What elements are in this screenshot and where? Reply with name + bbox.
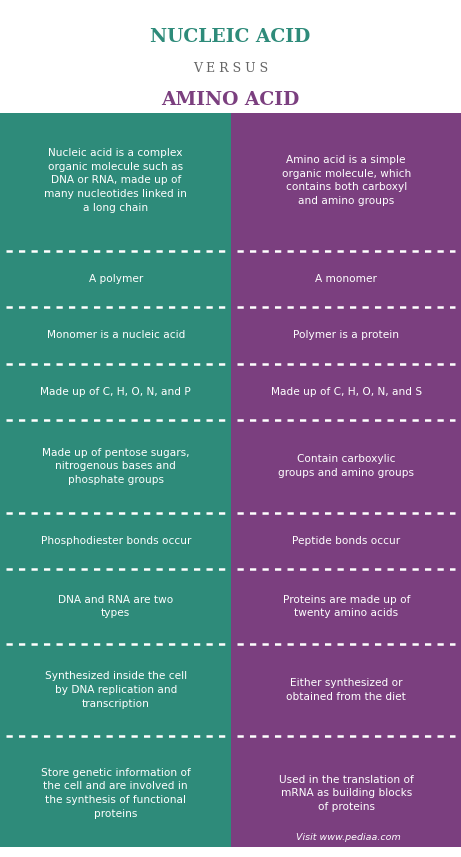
Text: Polymer is a protein: Polymer is a protein — [293, 330, 399, 340]
Text: Synthesized inside the cell
by DNA replication and
transcription: Synthesized inside the cell by DNA repli… — [45, 671, 187, 709]
Bar — [231, 248, 461, 254]
Bar — [0, 647, 231, 733]
Bar — [231, 417, 461, 423]
Bar — [231, 572, 461, 640]
Bar — [0, 423, 231, 509]
Bar — [0, 740, 231, 847]
Bar — [0, 304, 231, 310]
Text: Visit www.pediaa.com: Visit www.pediaa.com — [296, 832, 401, 842]
Text: V E R S U S: V E R S U S — [193, 62, 268, 75]
Bar — [0, 566, 231, 572]
Text: Proteins are made up of
twenty amino acids: Proteins are made up of twenty amino aci… — [283, 595, 410, 618]
Text: Made up of pentose sugars,
nitrogenous bases and
phosphate groups: Made up of pentose sugars, nitrogenous b… — [42, 447, 189, 485]
Text: Monomer is a nucleic acid: Monomer is a nucleic acid — [47, 330, 185, 340]
Bar — [0, 516, 231, 566]
Text: Nucleic acid is a complex
organic molecule such as
DNA or RNA, made up of
many n: Nucleic acid is a complex organic molecu… — [44, 148, 187, 213]
Bar — [231, 310, 461, 360]
Bar — [0, 733, 231, 740]
Bar — [231, 367, 461, 417]
Text: NUCLEIC ACID: NUCLEIC ACID — [150, 27, 311, 46]
Bar — [0, 254, 231, 304]
Text: A polymer: A polymer — [89, 274, 143, 284]
Bar — [231, 640, 461, 647]
Bar — [0, 572, 231, 640]
Text: AMINO ACID: AMINO ACID — [161, 91, 300, 110]
Text: Made up of C, H, O, N, and S: Made up of C, H, O, N, and S — [271, 387, 422, 397]
Bar — [231, 516, 461, 566]
Bar — [0, 367, 231, 417]
Bar — [0, 360, 231, 367]
Text: Peptide bonds occur: Peptide bonds occur — [292, 536, 400, 546]
Bar — [0, 248, 231, 254]
Bar — [231, 254, 461, 304]
Bar — [231, 113, 461, 248]
Text: Either synthesized or
obtained from the diet: Either synthesized or obtained from the … — [286, 678, 406, 702]
Bar — [231, 509, 461, 516]
Text: Used in the translation of
mRNA as building blocks
of proteins: Used in the translation of mRNA as build… — [279, 775, 414, 812]
Text: Contain carboxylic
groups and amino groups: Contain carboxylic groups and amino grou… — [278, 454, 414, 478]
Bar — [0, 640, 231, 647]
Bar — [0, 417, 231, 423]
Bar — [231, 304, 461, 310]
Bar — [0, 509, 231, 516]
Text: Made up of C, H, O, N, and P: Made up of C, H, O, N, and P — [40, 387, 191, 397]
Bar — [231, 423, 461, 509]
Bar — [231, 733, 461, 740]
Text: A monomer: A monomer — [315, 274, 377, 284]
Text: Store genetic information of
the cell and are involved in
the synthesis of funct: Store genetic information of the cell an… — [41, 768, 190, 818]
Text: Amino acid is a simple
organic molecule, which
contains both carboxyl
and amino : Amino acid is a simple organic molecule,… — [282, 155, 411, 206]
Bar — [0, 113, 231, 248]
Bar — [0, 310, 231, 360]
Bar — [231, 740, 461, 847]
Bar — [231, 647, 461, 733]
Bar — [231, 360, 461, 367]
Bar — [231, 566, 461, 572]
Text: Phosphodiester bonds occur: Phosphodiester bonds occur — [41, 536, 191, 546]
Text: DNA and RNA are two
types: DNA and RNA are two types — [58, 595, 173, 618]
